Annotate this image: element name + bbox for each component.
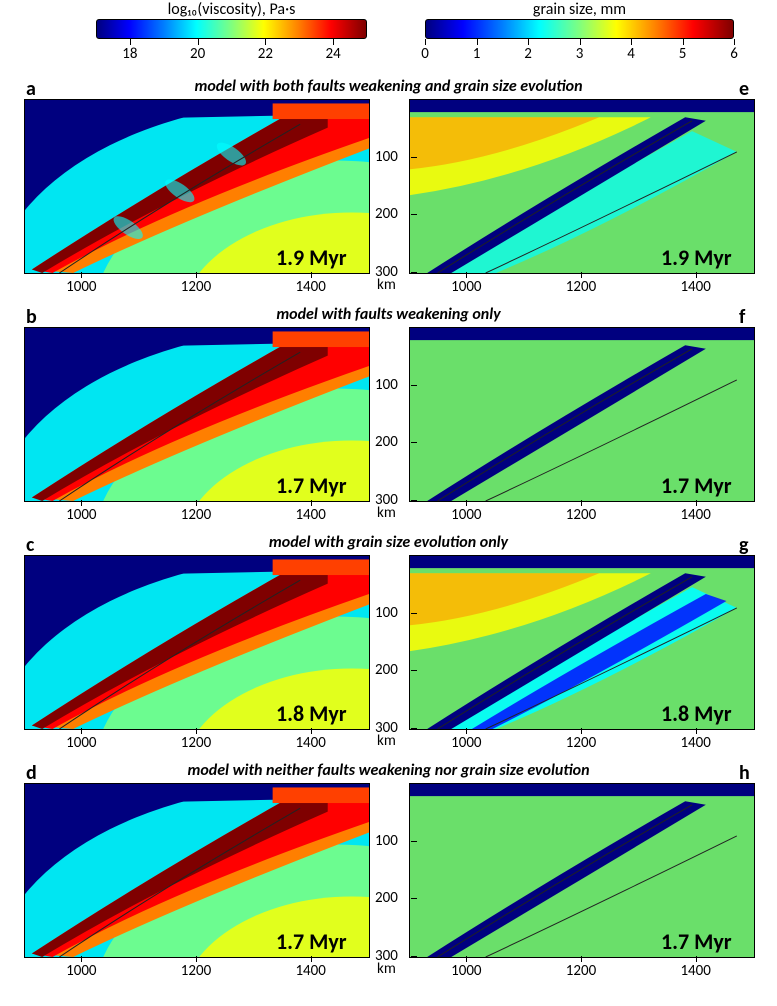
y-axis: 100200300 [371, 555, 411, 728]
time-label: 1.7 Myr [661, 928, 732, 955]
panel-letter: h [739, 761, 750, 785]
x-axis: 100012001400 [409, 956, 753, 980]
row-title: model with both faults weakening and gra… [0, 77, 777, 96]
time-label: 1.9 Myr [276, 244, 347, 271]
depth-unit-label: km [377, 504, 396, 522]
panel-letter: g [739, 533, 748, 557]
time-label: 1.8 Myr [661, 700, 732, 727]
viscosity-colorbar: log₁₀(viscosity), Pa·s 18202224 [96, 0, 367, 61]
y-axis: 100200300 [371, 99, 411, 272]
colorbar-gradient [425, 19, 734, 39]
depth-unit-label: km [377, 960, 396, 978]
x-axis: 100012001400 [24, 272, 368, 296]
time-label: 1.7 Myr [661, 472, 732, 499]
panel-letter: c [26, 533, 34, 557]
time-label: 1.9 Myr [661, 244, 732, 271]
row-title: model with faults weakening only [0, 305, 777, 324]
time-label: 1.8 Myr [276, 700, 347, 727]
panel-letter: b [26, 305, 37, 329]
y-axis: 100200300 [371, 327, 411, 500]
time-label: 1.7 Myr [276, 472, 347, 499]
row-title: model with grain size evolution only [0, 533, 777, 552]
x-axis: 100012001400 [24, 500, 368, 524]
x-axis: 100012001400 [409, 272, 753, 296]
colorbar-title: grain size, mm [425, 0, 734, 19]
x-axis: 100012001400 [409, 728, 753, 752]
colorbar-title: log₁₀(viscosity), Pa·s [96, 0, 367, 19]
depth-unit-label: km [377, 732, 396, 750]
time-label: 1.7 Myr [276, 928, 347, 955]
colorbar-ticks: 0123456 [425, 39, 734, 61]
panel-letter: f [739, 305, 745, 329]
x-axis: 100012001400 [409, 500, 753, 524]
colorbar-gradient [96, 19, 367, 39]
depth-unit-label: km [377, 276, 396, 294]
grain-colorbar: grain size, mm 0123456 [425, 0, 734, 61]
x-axis: 100012001400 [24, 956, 368, 980]
panel-letter: e [739, 77, 749, 101]
panel-letter: d [26, 761, 37, 785]
colorbar-ticks: 18202224 [96, 39, 367, 61]
row-title: model with neither faults weakening nor … [0, 761, 777, 780]
x-axis: 100012001400 [24, 728, 368, 752]
y-axis: 100200300 [371, 783, 411, 956]
panel-letter: a [26, 77, 36, 101]
